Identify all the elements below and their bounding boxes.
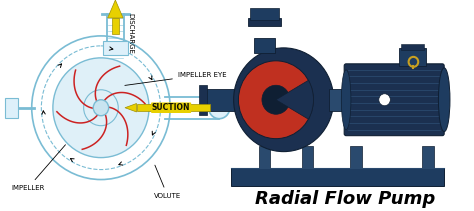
Bar bbox=[137, 104, 210, 111]
Bar bbox=[199, 85, 207, 115]
Text: Radial Flow Pump: Radial Flow Pump bbox=[255, 191, 435, 208]
Circle shape bbox=[209, 97, 230, 119]
FancyBboxPatch shape bbox=[401, 44, 424, 50]
Text: VOLUTE: VOLUTE bbox=[154, 165, 181, 199]
Ellipse shape bbox=[438, 68, 450, 132]
Circle shape bbox=[238, 61, 313, 139]
Circle shape bbox=[234, 48, 334, 152]
Text: IMPELLER: IMPELLER bbox=[11, 145, 65, 191]
Circle shape bbox=[379, 94, 391, 106]
FancyBboxPatch shape bbox=[231, 168, 444, 185]
Bar bbox=[422, 146, 434, 168]
Bar bbox=[205, 89, 238, 111]
Polygon shape bbox=[125, 104, 137, 112]
Text: IMPELLER EYE: IMPELLER EYE bbox=[125, 72, 227, 85]
Text: SUCTION: SUCTION bbox=[152, 103, 191, 112]
Bar bbox=[259, 146, 270, 168]
Bar bbox=[248, 18, 281, 26]
Bar bbox=[254, 38, 275, 53]
FancyBboxPatch shape bbox=[103, 41, 128, 55]
Bar bbox=[302, 146, 313, 168]
FancyBboxPatch shape bbox=[5, 98, 18, 118]
Wedge shape bbox=[276, 80, 313, 119]
Circle shape bbox=[262, 85, 290, 114]
Bar bbox=[250, 8, 279, 20]
Ellipse shape bbox=[341, 70, 351, 130]
FancyBboxPatch shape bbox=[344, 64, 444, 136]
Bar bbox=[112, 18, 119, 34]
Bar bbox=[350, 146, 362, 168]
Circle shape bbox=[93, 100, 109, 116]
Circle shape bbox=[53, 58, 149, 158]
Text: DISCHARGE: DISCHARGE bbox=[127, 14, 133, 54]
FancyBboxPatch shape bbox=[399, 48, 426, 66]
Bar bbox=[329, 89, 348, 111]
Polygon shape bbox=[108, 0, 123, 18]
